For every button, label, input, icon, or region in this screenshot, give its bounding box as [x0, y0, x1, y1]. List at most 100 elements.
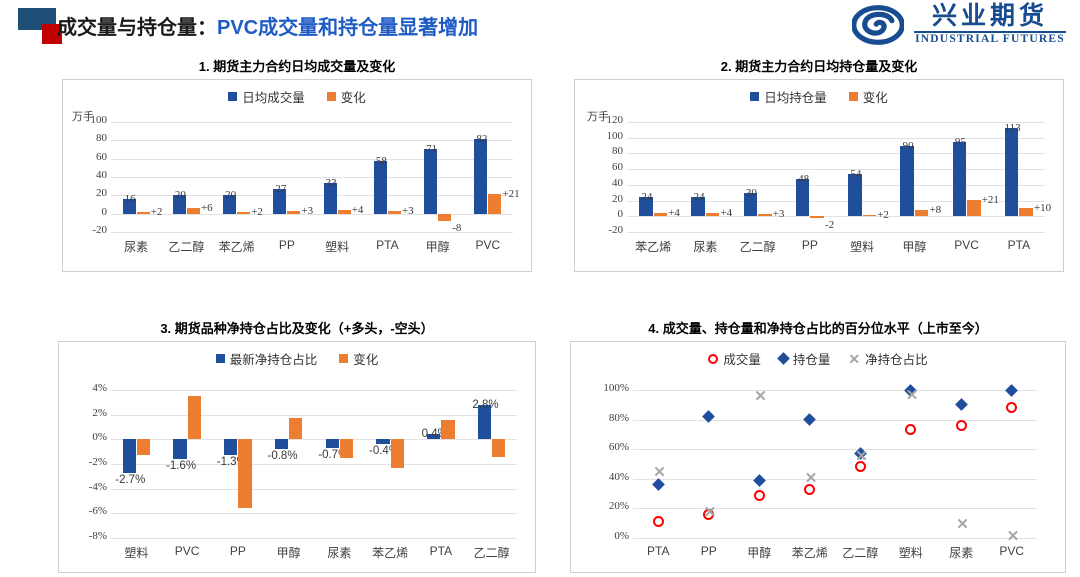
y-axis-tick: 4%: [92, 382, 107, 394]
scatter-point-circle: [652, 516, 664, 528]
brand-divider: [914, 31, 1066, 34]
bar: [323, 183, 337, 214]
bar: [900, 145, 914, 217]
y-axis-tick: 60: [612, 161, 623, 173]
data-label: +4: [668, 207, 680, 220]
legend-x-icon: ✕: [848, 350, 861, 367]
data-label: +4: [720, 207, 733, 220]
x-axis-tick: 塑料: [325, 240, 350, 254]
data-label: 20: [225, 189, 237, 202]
chart-4-title: 4. 成交量、持仓量和净持仓占比的百分位水平（上市至今）: [648, 321, 988, 336]
y-axis-tick: 20: [96, 187, 107, 199]
data-label: 0.4%: [421, 428, 448, 441]
legend-label: 变化: [353, 353, 379, 367]
x-axis-tick: PTA: [429, 544, 453, 558]
data-label: 33: [325, 177, 337, 190]
chart-panel-2: 2. 期货主力合约日均持仓量及变化 日均持仓量 变化 万手 120 100 80 60…: [574, 56, 1064, 272]
x-axis-tick: 尿素: [693, 240, 718, 254]
bar: [289, 418, 303, 440]
y-axis-tick: -8%: [88, 530, 107, 542]
data-label: 58: [375, 154, 387, 167]
x-axis-tick: 尿素: [124, 240, 149, 254]
scatter-point-circle: [1006, 402, 1018, 414]
legend-label: 变化: [340, 91, 366, 105]
gridline: [627, 138, 1045, 139]
scatter-point-x: ✕: [804, 469, 818, 487]
gridline: [111, 159, 513, 160]
y-axis-tick: 40%: [608, 471, 629, 483]
x-axis-tick: PVC: [475, 238, 501, 252]
chart-panel-3: 3. 期货品种净持仓占比及变化（+多头，-空头） 最新净持仓占比 变化 4% 2%…: [58, 318, 536, 573]
x-axis-tick: 尿素: [949, 546, 974, 560]
gridline: [111, 232, 513, 233]
chart-1-plot: 100 80 60 40 20 0 -20 16 +2 尿素 20 +6 乙二醇 20 +2 苯乙烯 27 +3 P…: [63, 80, 531, 271]
bar: [273, 188, 287, 214]
data-label: 82: [476, 132, 488, 145]
bar: [1019, 208, 1033, 217]
chart-1-legend: 日均成交量 变化: [63, 80, 531, 106]
bar: [862, 214, 877, 217]
data-label: +3: [301, 204, 314, 217]
legend-label: 持仓量: [792, 353, 831, 367]
gridline: [111, 513, 517, 514]
bar: [376, 439, 390, 445]
gridline: [633, 508, 1037, 509]
gridline: [627, 232, 1045, 233]
bar: [758, 213, 772, 217]
gridline: [633, 479, 1037, 480]
data-label: 24: [641, 191, 653, 204]
legend-label: 净持仓占比: [865, 353, 928, 367]
legend-circle-icon: [708, 353, 719, 364]
y-axis-tick: 0: [101, 206, 108, 218]
scatter-point-x: ✕: [754, 388, 767, 406]
scatter-point-x: ✕: [653, 463, 666, 481]
legend-item-change: 变化: [848, 87, 888, 106]
bar: [187, 396, 201, 440]
gridline: [633, 449, 1037, 450]
bar: [339, 439, 354, 458]
y-axis-tick: 40: [612, 177, 623, 189]
bar: [795, 178, 810, 217]
gridline: [111, 214, 513, 215]
scatter-point-diamond: [702, 410, 716, 423]
bar: [952, 141, 967, 217]
bar: [653, 213, 668, 217]
legend-swatch-icon: [848, 92, 858, 101]
y-axis-tick: 80%: [608, 412, 629, 424]
data-label: +2: [877, 208, 889, 221]
x-axis-tick: PVC: [999, 544, 1025, 558]
gridline: [111, 464, 517, 465]
brand-text: 兴业期货 INDUSTRIAL FUTURES: [914, 4, 1066, 46]
gridline: [111, 390, 517, 391]
x-axis-tick: PTA: [647, 544, 670, 558]
data-label: 48: [798, 172, 810, 185]
bar: [848, 173, 862, 217]
gridline: [111, 415, 517, 416]
bar: [691, 197, 705, 217]
y-axis-tick: 100: [90, 114, 108, 126]
chart-2-box: 日均持仓量 变化 万手 120 100 80 60 40 20 0 -20 24 +4 苯乙烯 24 +…: [574, 79, 1064, 272]
data-label: 113: [1004, 121, 1021, 134]
scatter-point-x: ✕: [703, 503, 717, 521]
bar: [237, 211, 251, 214]
legend-label: 日均成交量: [242, 91, 305, 105]
bar: [122, 439, 136, 473]
y-axis-tick: -20: [92, 224, 107, 236]
chart-2-plot: 120 100 80 60 40 20 0 -20 24 +4 苯乙烯 24 +4 尿素 30 +3 乙二醇 48…: [575, 80, 1063, 271]
legend-swatch-icon: [750, 92, 760, 101]
data-label: +3: [772, 207, 785, 220]
x-axis-tick: 甲醇: [425, 240, 450, 254]
gridline: [111, 140, 513, 141]
data-label: 27: [275, 182, 287, 195]
y-axis-tick: -4%: [88, 481, 107, 493]
y-axis-tick: 0%: [92, 431, 107, 443]
legend-item-volume: 日均成交量: [228, 87, 305, 106]
y-axis-tick: 2%: [92, 407, 107, 419]
data-label: -0.8%: [267, 450, 298, 463]
chart-panel-1: 1. 期货主力合约日均成交量及变化 日均成交量 变化 万手 100 80 60 40 2…: [62, 56, 532, 272]
legend-item-net-ratio: 最新净持仓占比: [215, 349, 317, 368]
y-axis-tick: -20: [608, 224, 623, 236]
y-axis-tick: 100%: [603, 382, 629, 394]
gridline: [627, 216, 1045, 217]
data-label: -1.6%: [166, 460, 197, 473]
